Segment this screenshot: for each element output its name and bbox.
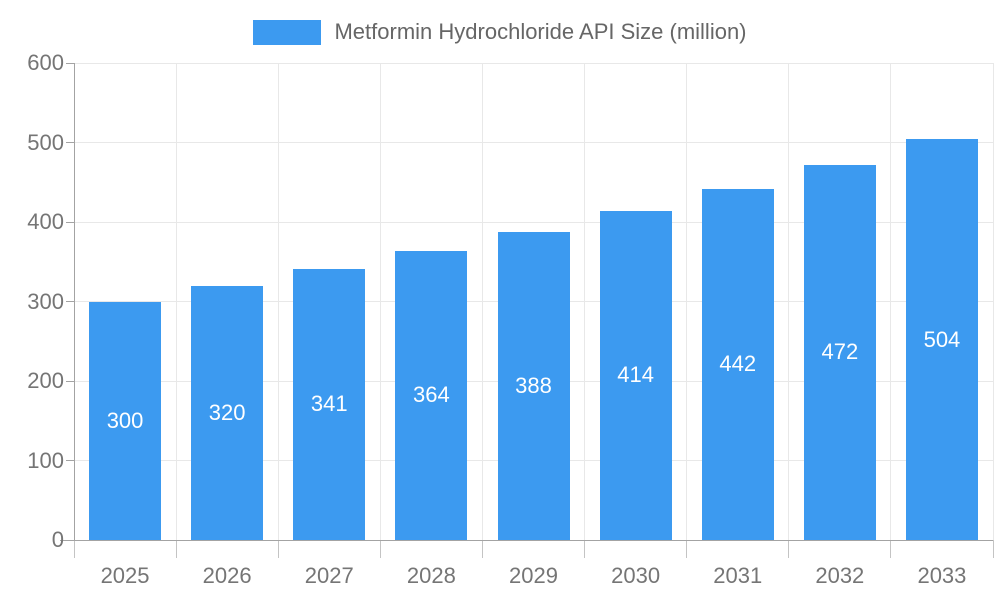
bar: 320 [191, 285, 264, 540]
gridline-x [175, 63, 177, 540]
x-axis-tick [277, 540, 279, 558]
y-axis-tick [66, 62, 74, 64]
x-axis-tick [992, 540, 994, 558]
plot-area: 300 320 341 364 388 414 442 472 504 [60, 62, 994, 558]
y-tick-label: 0 [51, 527, 64, 552]
x-tick-label: 2031 [713, 563, 763, 588]
x-axis-tick [584, 540, 586, 558]
gridline-y [74, 62, 993, 64]
bar-value-label: 414 [617, 362, 654, 388]
gridline-x [481, 63, 483, 540]
bar: 414 [599, 210, 672, 540]
x-tick-label: 2032 [815, 563, 865, 588]
bar: 504 [905, 139, 978, 540]
bar: 364 [395, 250, 468, 540]
gridline-x [992, 63, 994, 540]
bar-value-label: 300 [106, 407, 144, 433]
x-tick-label: 2030 [611, 563, 661, 588]
y-axis-tick [66, 380, 74, 382]
gridline-x [277, 63, 279, 540]
bar-value-label: 442 [719, 351, 757, 377]
x-tick-label: 2028 [406, 563, 456, 588]
bar-value-label: 388 [515, 372, 552, 398]
bar-value-label: 504 [923, 326, 961, 352]
x-tick-label: 2025 [100, 563, 150, 588]
gridline-x [686, 63, 688, 540]
y-tick-label: 600 [27, 50, 64, 75]
y-axis-tick [66, 142, 74, 143]
bar: 442 [701, 188, 774, 540]
x-tick-label: 2033 [917, 563, 967, 588]
x-axis-tick [481, 540, 483, 558]
gridline-x [890, 63, 892, 540]
x-axis-tick [73, 540, 75, 558]
legend-swatch-icon [253, 19, 322, 45]
y-axis-tick [66, 221, 74, 223]
bar-value-label: 364 [413, 382, 450, 408]
x-tick-label: 2027 [304, 563, 354, 588]
x-axis-tick [379, 540, 381, 558]
x-axis-tick [788, 540, 790, 558]
gridline-x [584, 63, 586, 540]
x-tick-label: 2029 [509, 563, 558, 588]
gridline-x [788, 63, 790, 540]
legend[interactable]: Metformin Hydrochloride API Size (millio… [0, 14, 1000, 50]
y-axis-line [74, 63, 75, 540]
legend-label: Metformin Hydrochloride API Size (millio… [334, 19, 747, 44]
bar: 388 [497, 231, 570, 540]
x-axis-line [60, 540, 993, 541]
bar: 300 [89, 301, 162, 540]
bar-value-label: 341 [310, 391, 348, 417]
y-axis-tick [66, 460, 74, 461]
bar-value-label: 320 [208, 399, 246, 425]
x-axis-tick [175, 540, 177, 558]
gridline-y [74, 221, 993, 223]
y-tick-label: 300 [27, 288, 64, 314]
bar: 341 [293, 268, 366, 540]
x-axis-tick [686, 540, 688, 558]
y-tick-label: 400 [27, 209, 64, 234]
y-tick-label: 200 [27, 368, 64, 393]
y-axis-tick [66, 301, 74, 302]
x-axis-tick [890, 540, 892, 558]
y-tick-label: 500 [27, 129, 64, 155]
x-tick-label: 2026 [202, 563, 252, 588]
y-tick-label: 100 [27, 447, 64, 473]
bar: 472 [803, 164, 876, 540]
gridline-y [74, 142, 993, 143]
bar-value-label: 472 [821, 339, 859, 365]
gridline-x [379, 63, 381, 540]
